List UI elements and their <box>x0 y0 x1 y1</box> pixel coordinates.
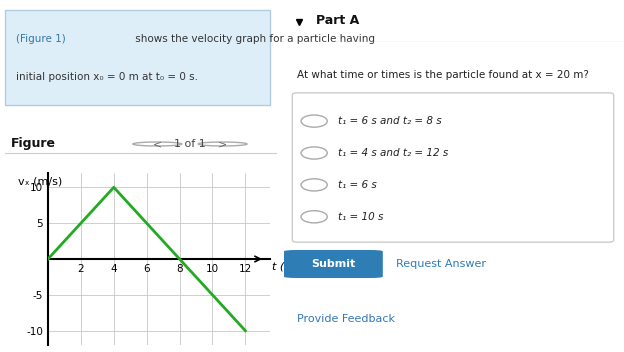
Text: initial position x₀ = 0 m at t₀ = 0 s.: initial position x₀ = 0 m at t₀ = 0 s. <box>16 72 198 82</box>
Text: vₓ (m/s): vₓ (m/s) <box>18 177 62 187</box>
Text: Submit: Submit <box>311 259 356 269</box>
FancyBboxPatch shape <box>292 93 613 242</box>
Text: t₁ = 4 s and t₂ = 12 s: t₁ = 4 s and t₂ = 12 s <box>338 148 448 158</box>
Text: Provide Feedback: Provide Feedback <box>297 314 395 324</box>
Text: t₁ = 6 s and t₂ = 8 s: t₁ = 6 s and t₂ = 8 s <box>338 116 441 126</box>
Text: 1 of 1: 1 of 1 <box>174 139 206 149</box>
Text: Request Answer: Request Answer <box>396 259 486 269</box>
Text: At what time or times is the particle found at x = 20 m?: At what time or times is the particle fo… <box>297 70 589 80</box>
Text: t (s): t (s) <box>271 262 294 272</box>
Text: t₁ = 10 s: t₁ = 10 s <box>338 212 383 222</box>
Text: <: < <box>153 139 162 149</box>
FancyBboxPatch shape <box>284 250 383 278</box>
Text: t₁ = 6 s: t₁ = 6 s <box>338 180 376 190</box>
Text: Figure: Figure <box>11 138 56 151</box>
Text: shows the velocity graph for a particle having: shows the velocity graph for a particle … <box>132 34 375 44</box>
Text: Part A: Part A <box>316 14 359 27</box>
FancyBboxPatch shape <box>5 10 270 105</box>
Text: (Figure 1): (Figure 1) <box>16 34 66 44</box>
Text: >: > <box>218 139 227 149</box>
